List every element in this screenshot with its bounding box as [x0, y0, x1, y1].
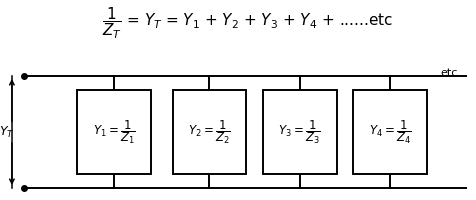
Text: $Y_3 = \dfrac{1}{Z_3}$: $Y_3 = \dfrac{1}{Z_3}$	[278, 118, 321, 146]
Text: $Y_2 = \dfrac{1}{Z_2}$: $Y_2 = \dfrac{1}{Z_2}$	[188, 118, 231, 146]
Bar	[77, 90, 151, 174]
Bar	[263, 90, 337, 174]
Text: $Y_T$: $Y_T$	[0, 124, 14, 140]
Text: etc.: etc.	[440, 68, 461, 78]
Text: $Y_1 = \dfrac{1}{Z_1}$: $Y_1 = \dfrac{1}{Z_1}$	[93, 118, 136, 146]
Bar	[172, 90, 247, 174]
Text: $Y_4 = \dfrac{1}{Z_4}$: $Y_4 = \dfrac{1}{Z_4}$	[369, 118, 412, 146]
Bar	[353, 90, 427, 174]
Text: $\dfrac{1}{Z_T}$ = $Y_T$ = $Y_1$ + $Y_2$ + $Y_3$ + $Y_4$ + ......etc: $\dfrac{1}{Z_T}$ = $Y_T$ = $Y_1$ + $Y_2$…	[102, 6, 393, 41]
